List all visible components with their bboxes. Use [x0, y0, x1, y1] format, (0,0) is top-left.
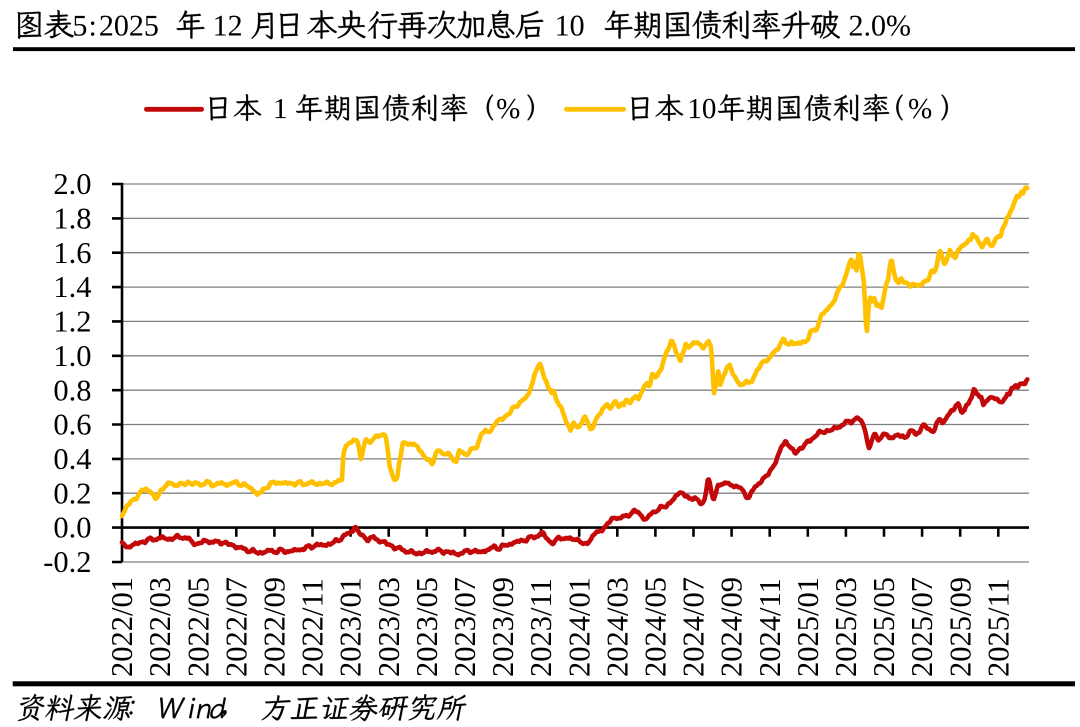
svg-text:2024/09: 2024/09: [715, 577, 749, 677]
svg-text:2024/07: 2024/07: [677, 577, 711, 677]
svg-text:2024/05: 2024/05: [639, 577, 673, 677]
svg-text:2023/03: 2023/03: [372, 577, 406, 677]
svg-text:0.0: 0.0: [53, 511, 91, 545]
svg-text:2022/03: 2022/03: [143, 577, 177, 677]
svg-text:1.6: 1.6: [53, 236, 91, 270]
svg-text:2025/11: 2025/11: [981, 578, 1015, 677]
svg-text:1.2: 1.2: [53, 305, 91, 339]
svg-text:2022/09: 2022/09: [258, 577, 292, 677]
svg-text:2024/11: 2024/11: [753, 578, 787, 677]
svg-text:0.6: 0.6: [53, 408, 91, 442]
svg-text:2025/07: 2025/07: [905, 577, 939, 677]
svg-text:2023/01: 2023/01: [334, 577, 368, 677]
svg-text:1.0: 1.0: [53, 339, 91, 373]
svg-text:2023/07: 2023/07: [448, 577, 482, 677]
svg-text:2025/05: 2025/05: [867, 577, 901, 677]
svg-text:2024/01: 2024/01: [562, 577, 596, 677]
svg-text:2025/03: 2025/03: [829, 577, 863, 677]
svg-text:2022/01: 2022/01: [105, 577, 139, 677]
svg-text:2025/01: 2025/01: [791, 577, 825, 677]
svg-text:0.4: 0.4: [53, 442, 91, 476]
svg-text:1.4: 1.4: [53, 270, 91, 304]
svg-text:2025/09: 2025/09: [943, 577, 977, 677]
svg-text:2023/11: 2023/11: [524, 578, 558, 677]
svg-text:2022/05: 2022/05: [181, 577, 215, 677]
svg-text:2.0: 2.0: [53, 167, 91, 201]
svg-text:1.8: 1.8: [53, 202, 91, 236]
svg-text:2022/07: 2022/07: [219, 577, 253, 677]
svg-text:0.8: 0.8: [53, 373, 91, 407]
svg-text:2024/03: 2024/03: [600, 577, 634, 677]
svg-text:2023/09: 2023/09: [486, 577, 520, 677]
svg-text:2022/11: 2022/11: [296, 578, 330, 677]
svg-text:0.2: 0.2: [53, 476, 91, 510]
svg-text:-0.2: -0.2: [43, 545, 91, 579]
svg-text:2023/05: 2023/05: [410, 577, 444, 677]
